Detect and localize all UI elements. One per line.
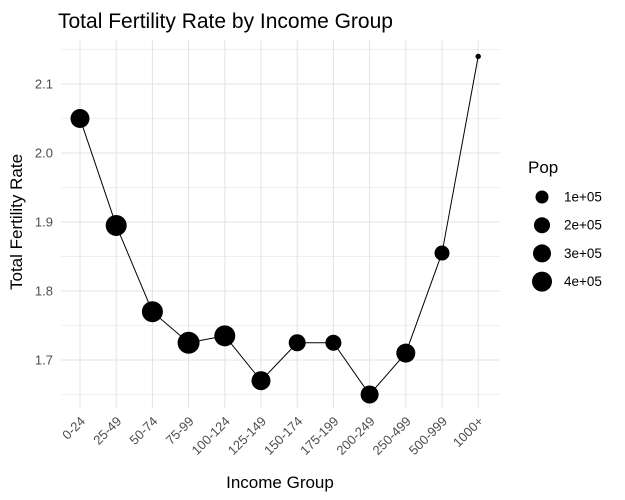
legend-label: 4e+05 [564,274,602,289]
y-tick-label: 1.8 [35,284,53,299]
data-point [177,331,200,354]
data-point [396,343,416,363]
chart-title: Total Fertility Rate by Income Group [58,10,393,33]
x-tick-label: 200-249 [333,414,377,458]
x-tick-label: 175-199 [297,414,341,458]
legend-label: 3e+05 [564,246,602,261]
y-axis-title: Total Fertility Rate [7,154,26,290]
legend-label: 1e+05 [564,190,602,205]
y-tick-label: 1.7 [35,353,53,368]
x-tick-label: 1000+ [450,414,486,450]
x-tick-label: 75-99 [163,414,197,448]
data-point [360,385,379,404]
data-point [214,325,236,347]
legend-key-circle [534,217,550,234]
x-tick-label: 25-49 [90,414,124,448]
x-tick-label: 250-499 [370,414,414,458]
data-point [251,371,271,391]
data-point [325,334,342,351]
series-line [79,56,479,396]
data-point [105,214,127,236]
x-tick-label: 100-124 [189,414,233,458]
legend-label: 2e+05 [564,218,602,233]
y-tick-label: 2.1 [35,77,53,92]
data-point [288,334,306,352]
series-layer [70,53,481,404]
y-tick-label: 1.9 [35,215,53,230]
x-axis-title: Income Group [226,473,334,492]
x-tick-label: 125-149 [225,414,269,458]
legend-key-circle [532,271,552,292]
x-tick-label: 0-24 [59,414,88,443]
x-tick-label: 150-174 [261,414,305,458]
data-point [141,301,163,323]
y-tick-label: 2.0 [35,146,53,161]
legend-key-circle [535,190,549,204]
x-tick-label: 50-74 [126,414,160,448]
data-point [434,245,450,261]
legend-title: Pop [528,158,558,177]
legend-entries-layer: 1e+05 2e+05 3e+05 4e+05 [532,190,602,292]
gridlines-layer [61,40,500,408]
legend-key-circle [533,244,551,263]
data-point [70,109,90,128]
data-point [475,53,481,60]
x-tick-label: 500-999 [406,414,450,458]
